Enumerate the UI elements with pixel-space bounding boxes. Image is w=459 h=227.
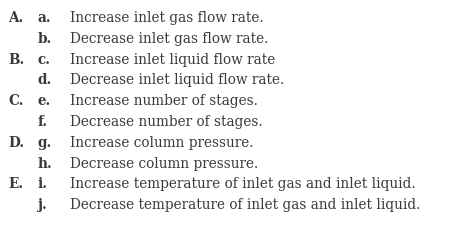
Text: B.: B.: [8, 53, 24, 67]
Text: c.: c.: [38, 53, 51, 67]
Text: Decrease number of stages.: Decrease number of stages.: [70, 115, 263, 129]
Text: h.: h.: [38, 157, 53, 171]
Text: Increase number of stages.: Increase number of stages.: [70, 94, 258, 108]
Text: i.: i.: [38, 177, 48, 191]
Text: d.: d.: [38, 73, 52, 87]
Text: Decrease temperature of inlet gas and inlet liquid.: Decrease temperature of inlet gas and in…: [70, 198, 420, 212]
Text: A.: A.: [8, 11, 23, 25]
Text: Decrease column pressure.: Decrease column pressure.: [70, 157, 258, 171]
Text: Increase inlet liquid flow rate: Increase inlet liquid flow rate: [70, 53, 275, 67]
Text: Decrease inlet liquid flow rate.: Decrease inlet liquid flow rate.: [70, 73, 284, 87]
Text: Increase inlet gas flow rate.: Increase inlet gas flow rate.: [70, 11, 263, 25]
Text: a.: a.: [38, 11, 51, 25]
Text: b.: b.: [38, 32, 52, 46]
Text: f.: f.: [38, 115, 48, 129]
Text: C.: C.: [8, 94, 23, 108]
Text: g.: g.: [38, 136, 52, 150]
Text: D.: D.: [8, 136, 24, 150]
Text: Increase column pressure.: Increase column pressure.: [70, 136, 253, 150]
Text: j.: j.: [38, 198, 48, 212]
Text: e.: e.: [38, 94, 51, 108]
Text: Decrease inlet gas flow rate.: Decrease inlet gas flow rate.: [70, 32, 269, 46]
Text: E.: E.: [8, 177, 23, 191]
Text: Increase temperature of inlet gas and inlet liquid.: Increase temperature of inlet gas and in…: [70, 177, 416, 191]
